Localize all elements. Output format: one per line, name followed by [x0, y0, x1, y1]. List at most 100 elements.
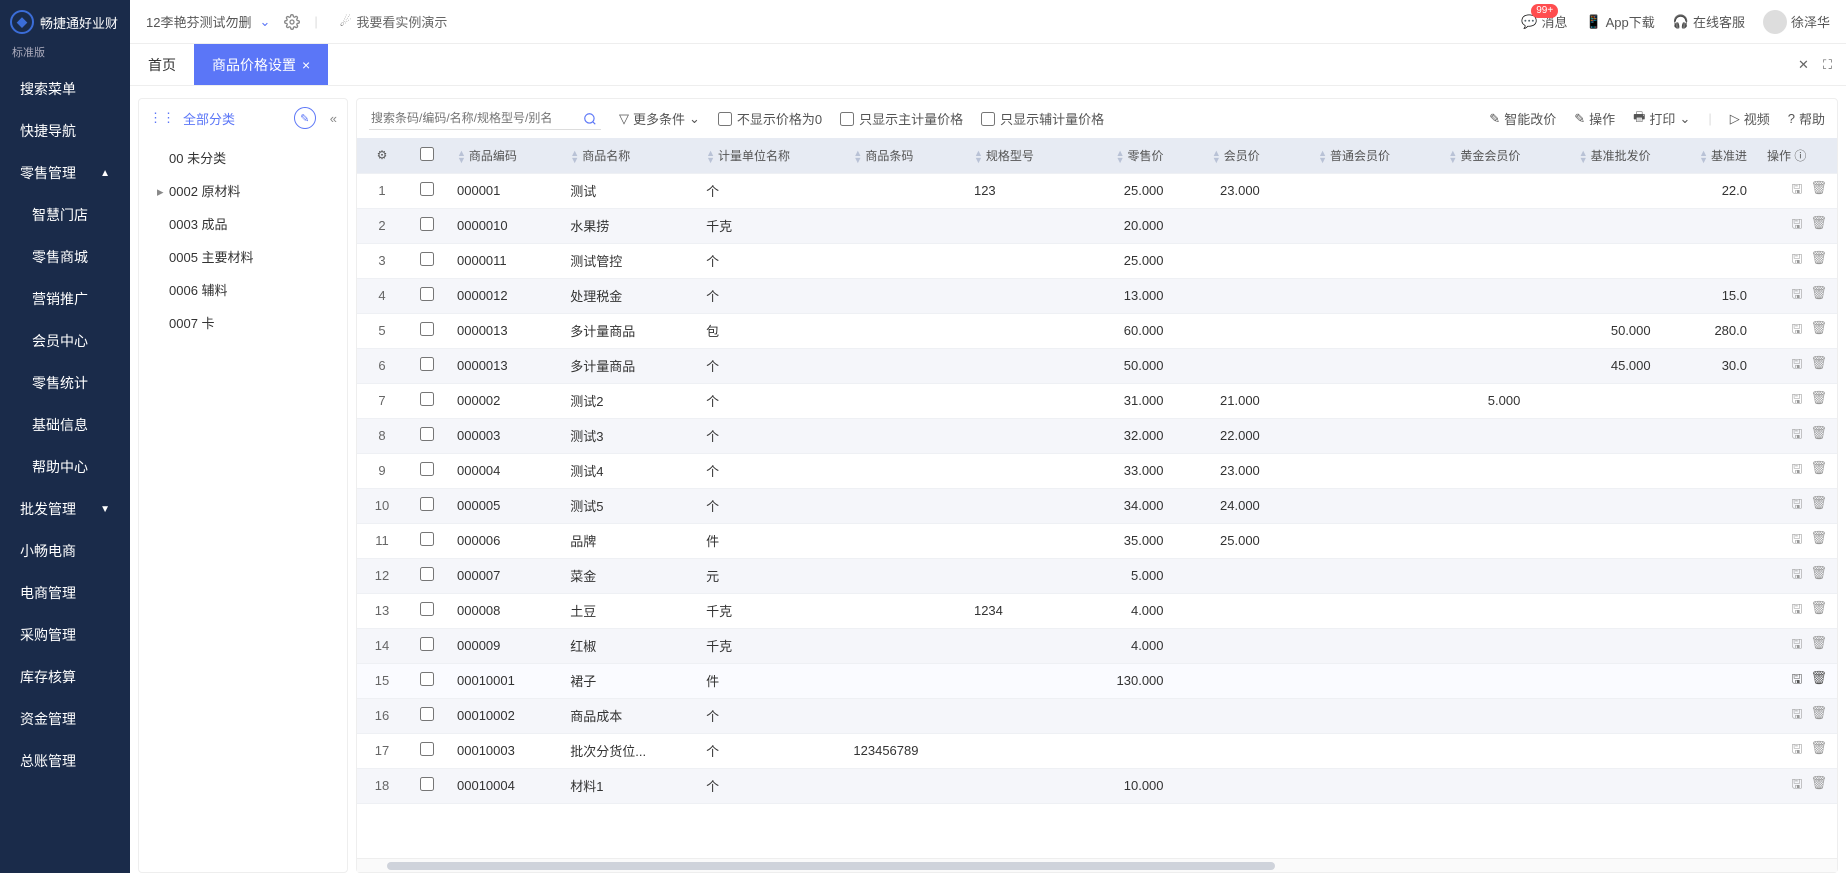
- col-header[interactable]: ▲▼计量单位名称: [696, 138, 843, 173]
- gear-icon[interactable]: [284, 13, 300, 30]
- cell-retail[interactable]: 10.000: [1077, 768, 1173, 803]
- cell-gold[interactable]: [1400, 173, 1530, 208]
- cell-retail[interactable]: 5.000: [1077, 558, 1173, 593]
- delete-icon[interactable]: 🗑: [1810, 635, 1827, 657]
- cell-base[interactable]: [1661, 628, 1757, 663]
- tabs-close-all-icon[interactable]: ✕: [1798, 57, 1809, 73]
- nav-item-0[interactable]: 批发管理▼: [0, 488, 130, 530]
- table-row[interactable]: 7000002测试2个31.00021.0005.000🖫🗑: [357, 383, 1837, 418]
- nav-retail-sub-5[interactable]: 基础信息: [0, 404, 130, 446]
- select-all-checkbox[interactable]: [420, 147, 434, 161]
- cell-normal[interactable]: [1270, 278, 1400, 313]
- row-checkbox[interactable]: [420, 357, 434, 371]
- cell-member[interactable]: [1174, 348, 1270, 383]
- delete-icon[interactable]: 🗑: [1810, 495, 1827, 517]
- cell-base[interactable]: 30.0: [1661, 348, 1757, 383]
- cell-base[interactable]: 280.0: [1661, 313, 1757, 348]
- row-checkbox[interactable]: [420, 637, 434, 651]
- delete-icon[interactable]: 🗑: [1810, 425, 1827, 447]
- delete-icon[interactable]: 🗑: [1810, 390, 1827, 412]
- cell-base[interactable]: 15.0: [1661, 278, 1757, 313]
- delete-icon[interactable]: 🗑: [1810, 355, 1827, 377]
- row-checkbox[interactable]: [420, 497, 434, 511]
- table-row[interactable]: 1500010001裙子件130.000🖫🗑: [357, 663, 1837, 698]
- cell-member[interactable]: [1174, 593, 1270, 628]
- row-checkbox[interactable]: [420, 567, 434, 581]
- save-icon[interactable]: 🖫: [1791, 250, 1802, 272]
- cell-gold[interactable]: [1400, 558, 1530, 593]
- cell-wholesale[interactable]: [1530, 173, 1660, 208]
- nav-retail[interactable]: 零售管理 ▲: [0, 152, 130, 194]
- cell-retail[interactable]: 50.000: [1077, 348, 1173, 383]
- row-checkbox[interactable]: [420, 707, 434, 721]
- delete-icon[interactable]: 🗑: [1810, 215, 1827, 237]
- app-download-button[interactable]: 📱 App下载: [1585, 12, 1654, 31]
- cell-base[interactable]: [1661, 243, 1757, 278]
- category-all[interactable]: 全部分类: [183, 109, 235, 128]
- cell-normal[interactable]: [1270, 558, 1400, 593]
- cell-normal[interactable]: [1270, 698, 1400, 733]
- cell-gold[interactable]: [1400, 523, 1530, 558]
- row-checkbox[interactable]: [420, 602, 434, 616]
- row-checkbox[interactable]: [420, 742, 434, 756]
- help-button[interactable]: ?帮助: [1788, 109, 1825, 128]
- cell-gold[interactable]: [1400, 348, 1530, 383]
- table-row[interactable]: 8000003测试3个32.00022.000🖫🗑: [357, 418, 1837, 453]
- cell-gold[interactable]: [1400, 593, 1530, 628]
- save-icon[interactable]: 🖫: [1791, 390, 1802, 412]
- cell-wholesale[interactable]: [1530, 698, 1660, 733]
- cell-base[interactable]: [1661, 523, 1757, 558]
- table-row[interactable]: 1800010004材料1个10.000🖫🗑: [357, 768, 1837, 803]
- save-icon[interactable]: 🖫: [1791, 530, 1802, 552]
- row-checkbox[interactable]: [420, 252, 434, 266]
- nav-retail-sub-4[interactable]: 零售统计: [0, 362, 130, 404]
- cell-wholesale[interactable]: 50.000: [1530, 313, 1660, 348]
- row-checkbox[interactable]: [420, 217, 434, 231]
- save-icon[interactable]: 🖫: [1791, 215, 1802, 237]
- cell-gold[interactable]: [1400, 698, 1530, 733]
- cell-base[interactable]: [1661, 558, 1757, 593]
- delete-icon[interactable]: 🗑: [1810, 600, 1827, 622]
- delete-icon[interactable]: 🗑: [1810, 320, 1827, 342]
- col-header[interactable]: ▲▼规格型号: [964, 138, 1077, 173]
- cell-gold[interactable]: [1400, 418, 1530, 453]
- cell-retail[interactable]: 4.000: [1077, 593, 1173, 628]
- cell-member[interactable]: [1174, 313, 1270, 348]
- cell-retail[interactable]: 35.000: [1077, 523, 1173, 558]
- tab-home[interactable]: 首页: [130, 44, 194, 85]
- cell-gold[interactable]: [1400, 313, 1530, 348]
- cell-retail[interactable]: 13.000: [1077, 278, 1173, 313]
- category-item[interactable]: 0005 主要材料: [139, 240, 347, 273]
- cell-gold[interactable]: 5.000: [1400, 383, 1530, 418]
- cell-member[interactable]: 22.000: [1174, 418, 1270, 453]
- cell-normal[interactable]: [1270, 208, 1400, 243]
- cell-retail[interactable]: 60.000: [1077, 313, 1173, 348]
- save-icon[interactable]: 🖫: [1791, 355, 1802, 377]
- user-menu[interactable]: 徐泽华: [1763, 10, 1830, 34]
- checkbox-aux-unit[interactable]: 只显示辅计量价格: [981, 109, 1104, 128]
- table-row[interactable]: 14000009红椒千克4.000🖫🗑: [357, 628, 1837, 663]
- print-button[interactable]: 🖶打印⌄: [1633, 108, 1690, 130]
- cell-member[interactable]: [1174, 768, 1270, 803]
- row-checkbox[interactable]: [420, 182, 434, 196]
- cell-base[interactable]: [1661, 663, 1757, 698]
- checkbox-input[interactable]: [840, 112, 854, 126]
- table-scroll[interactable]: ⚙▲▼商品编码▲▼商品名称▲▼计量单位名称▲▼商品条码▲▼规格型号▲▼零售价▲▼…: [357, 138, 1837, 858]
- cell-retail[interactable]: 32.000: [1077, 418, 1173, 453]
- cell-retail[interactable]: 25.000: [1077, 243, 1173, 278]
- cell-wholesale[interactable]: [1530, 628, 1660, 663]
- cell-retail[interactable]: 130.000: [1077, 663, 1173, 698]
- table-row[interactable]: 10000005测试5个34.00024.000🖫🗑: [357, 488, 1837, 523]
- col-header[interactable]: ▲▼商品条码: [843, 138, 964, 173]
- table-row[interactable]: 40000012处理税金个13.00015.0🖫🗑: [357, 278, 1837, 313]
- cell-wholesale[interactable]: [1530, 768, 1660, 803]
- cell-member[interactable]: 24.000: [1174, 488, 1270, 523]
- col-header[interactable]: ▲▼会员价: [1174, 138, 1270, 173]
- col-header[interactable]: ▲▼商品名称: [560, 138, 696, 173]
- org-selector[interactable]: 12李艳芬测试勿删 ⌄: [146, 12, 270, 31]
- cell-base[interactable]: [1661, 418, 1757, 453]
- more-conditions[interactable]: ▽ 更多条件 ⌄: [619, 109, 700, 128]
- gear-icon[interactable]: ⚙: [377, 148, 388, 162]
- delete-icon[interactable]: 🗑: [1810, 565, 1827, 587]
- checkbox-hide-zero[interactable]: 不显示价格为0: [718, 109, 822, 128]
